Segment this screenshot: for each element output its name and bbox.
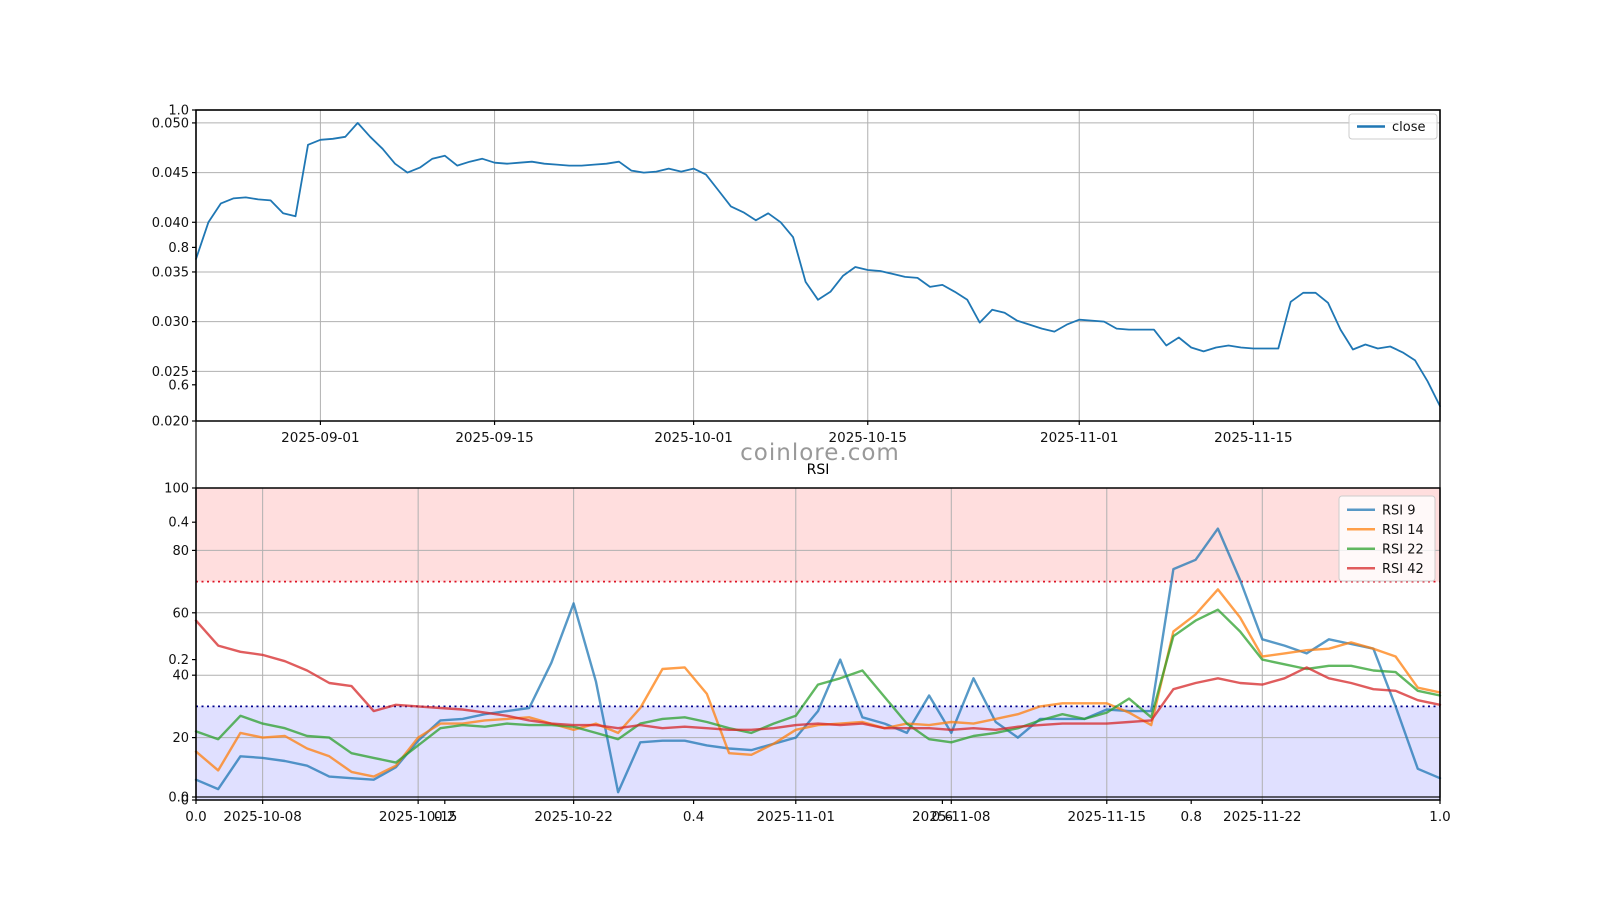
rsi-ytick-label: 20 xyxy=(172,731,189,746)
price-ytick-label: 0.040 xyxy=(152,216,189,231)
rsi-ytick-label: 60 xyxy=(172,606,189,621)
price-legend-box xyxy=(1348,113,1438,140)
price-ytick-label: 0.025 xyxy=(152,365,189,380)
overlay-ytick-label: 0.2 xyxy=(168,653,189,668)
rsi-legend-box xyxy=(1338,495,1436,582)
rsi-xtick-label: 2025-11-01 xyxy=(757,809,835,825)
price-ytick-label: 0.020 xyxy=(152,415,189,430)
overlay-xtick-label: 0.0 xyxy=(185,809,206,825)
price-legend-label: close xyxy=(1392,120,1425,135)
overlay-axes-spines xyxy=(195,109,1441,798)
rsi-legend-label: RSI 22 xyxy=(1382,542,1424,557)
price-xtick-label: 2025-11-01 xyxy=(1040,430,1118,446)
rsi-xtick-label: 2025-10-15 xyxy=(379,809,457,825)
overlay-xtick-label: 0.6 xyxy=(932,809,953,825)
rsi-band xyxy=(196,488,1440,582)
rsi-ytick-label: 80 xyxy=(172,544,189,559)
overlay-ytick-label: 0.4 xyxy=(168,516,189,531)
overlay-xtick-label: 1.0 xyxy=(1429,809,1450,825)
rsi-xtick-label: 2025-11-08 xyxy=(912,809,990,825)
watermark: coinlore.com xyxy=(740,440,900,466)
price-ytick-label: 0.035 xyxy=(152,265,189,280)
overlay-xtick-label: 0.2 xyxy=(434,809,455,825)
overlay-ytick-label: 0.8 xyxy=(168,241,189,256)
rsi-xtick-label: 2025-11-15 xyxy=(1068,809,1146,825)
close-series-line xyxy=(195,122,1441,408)
rsi-ytick-label: 0 xyxy=(181,794,189,809)
price-xtick-label: 2025-10-01 xyxy=(654,430,732,446)
price-xtick-label: 2025-11-15 xyxy=(1214,430,1292,446)
overlay-ytick-label: 0.0 xyxy=(168,791,189,806)
rsi-ytick-label: 100 xyxy=(164,482,189,497)
rsi-legend-label: RSI 42 xyxy=(1382,562,1424,577)
rsi-band xyxy=(196,706,1440,800)
price-ytick-label: 0.050 xyxy=(152,116,189,131)
rsi-42-series-line xyxy=(194,619,1442,731)
price-ytick-label: 0.045 xyxy=(152,166,189,181)
price-xtick-label: 2025-09-01 xyxy=(281,430,359,446)
rsi-legend-label: RSI 14 xyxy=(1382,523,1424,538)
price-xtick-label: 2025-09-15 xyxy=(455,430,533,446)
overlay-ytick-label: 1.0 xyxy=(168,104,189,119)
overlay-xtick-label: 0.4 xyxy=(683,809,704,825)
rsi-legend-label: RSI 9 xyxy=(1382,503,1416,518)
overlay-xtick-label: 0.8 xyxy=(1180,809,1201,825)
rsi-xtick-label: 2025-10-22 xyxy=(534,809,612,825)
price-ytick-label: 0.030 xyxy=(152,315,189,330)
overlay-ytick-label: 0.6 xyxy=(168,378,189,393)
rsi-22-series-line xyxy=(194,608,1442,764)
rsi-chart-title: RSI xyxy=(806,462,830,478)
rsi-xtick-label: 2025-10-08 xyxy=(223,809,301,825)
rsi-ytick-label: 40 xyxy=(172,669,189,684)
price-xtick-label: 2025-10-15 xyxy=(829,430,907,446)
rsi-xtick-label: 2025-11-22 xyxy=(1223,809,1301,825)
